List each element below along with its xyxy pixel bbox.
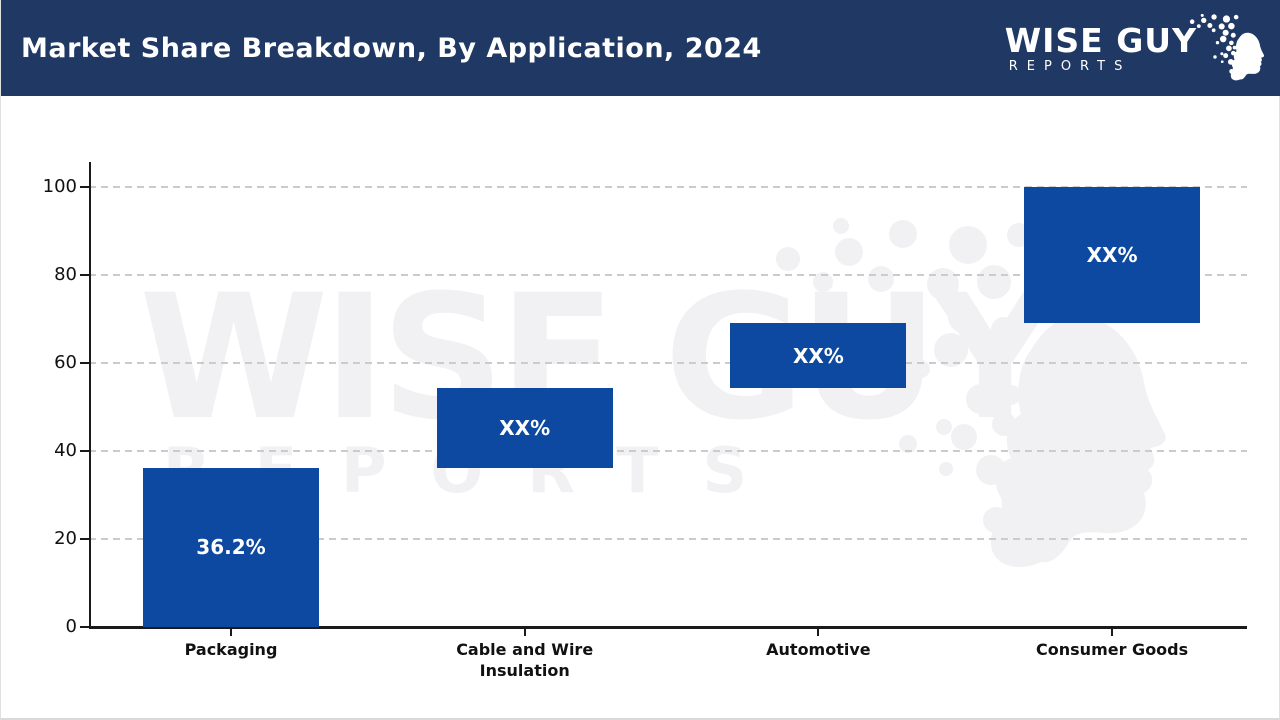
bar-consumer-goods: XX% bbox=[1024, 187, 1201, 324]
x-category-label-automotive: Automotive bbox=[766, 640, 871, 659]
wiseguy-logo: WISE GUY REPORTS bbox=[1005, 10, 1267, 86]
y-tick-80 bbox=[80, 274, 89, 276]
bar-automotive: XX% bbox=[730, 323, 907, 388]
y-tick-60 bbox=[80, 362, 89, 364]
y-tick-label-100: 100 bbox=[42, 176, 77, 197]
y-tick-label-60: 60 bbox=[54, 352, 77, 373]
bar-value-label-packaging: 36.2% bbox=[196, 535, 266, 560]
y-tick-20 bbox=[80, 538, 89, 540]
y-tick-0 bbox=[80, 626, 89, 628]
y-tick-label-80: 80 bbox=[54, 264, 77, 285]
gridline-40 bbox=[89, 450, 1247, 452]
x-category-label-packaging: Packaging bbox=[184, 640, 278, 659]
bar-cable-and-wire-insulation: XX% bbox=[436, 387, 613, 468]
logo-brand-name: WISE GUY bbox=[1004, 20, 1197, 60]
gridline-100 bbox=[89, 186, 1247, 188]
logo-brand-subtitle: REPORTS bbox=[1008, 58, 1132, 74]
x-tick-cable-and-wire-insulation bbox=[523, 629, 526, 636]
wiseguy-logo-text: WISE GUY REPORTS bbox=[1005, 24, 1197, 73]
bar-value-label-consumer-goods: XX% bbox=[1086, 243, 1138, 268]
page-title: Market Share Breakdown, By Application, … bbox=[21, 32, 762, 64]
gridline-80 bbox=[89, 274, 1247, 276]
x-axis bbox=[89, 626, 1247, 629]
bar-value-label-automotive: XX% bbox=[792, 343, 844, 368]
x-tick-consumer-goods bbox=[1111, 629, 1114, 636]
x-tick-automotive bbox=[817, 629, 820, 636]
header-bar: Market Share Breakdown, By Application, … bbox=[1, 0, 1280, 96]
y-tick-label-40: 40 bbox=[54, 440, 77, 461]
bar-packaging: 36.2% bbox=[143, 467, 319, 627]
y-tick-label-20: 20 bbox=[54, 528, 77, 549]
y-axis bbox=[89, 162, 91, 628]
y-tick-100 bbox=[80, 186, 89, 188]
x-tick-packaging bbox=[230, 629, 232, 636]
x-category-label-cable-and-wire-insulation: Cable and Wire Insulation bbox=[456, 640, 594, 680]
bar-value-label-cable-and-wire-insulation: XX% bbox=[499, 415, 551, 440]
gridline-20 bbox=[89, 538, 1247, 540]
gridline-60 bbox=[89, 362, 1247, 364]
y-tick-label-0: 0 bbox=[65, 616, 77, 637]
y-tick-40 bbox=[80, 450, 89, 452]
wiseguy-face-icon bbox=[1187, 10, 1267, 86]
x-category-label-consumer-goods: Consumer Goods bbox=[1036, 640, 1189, 659]
